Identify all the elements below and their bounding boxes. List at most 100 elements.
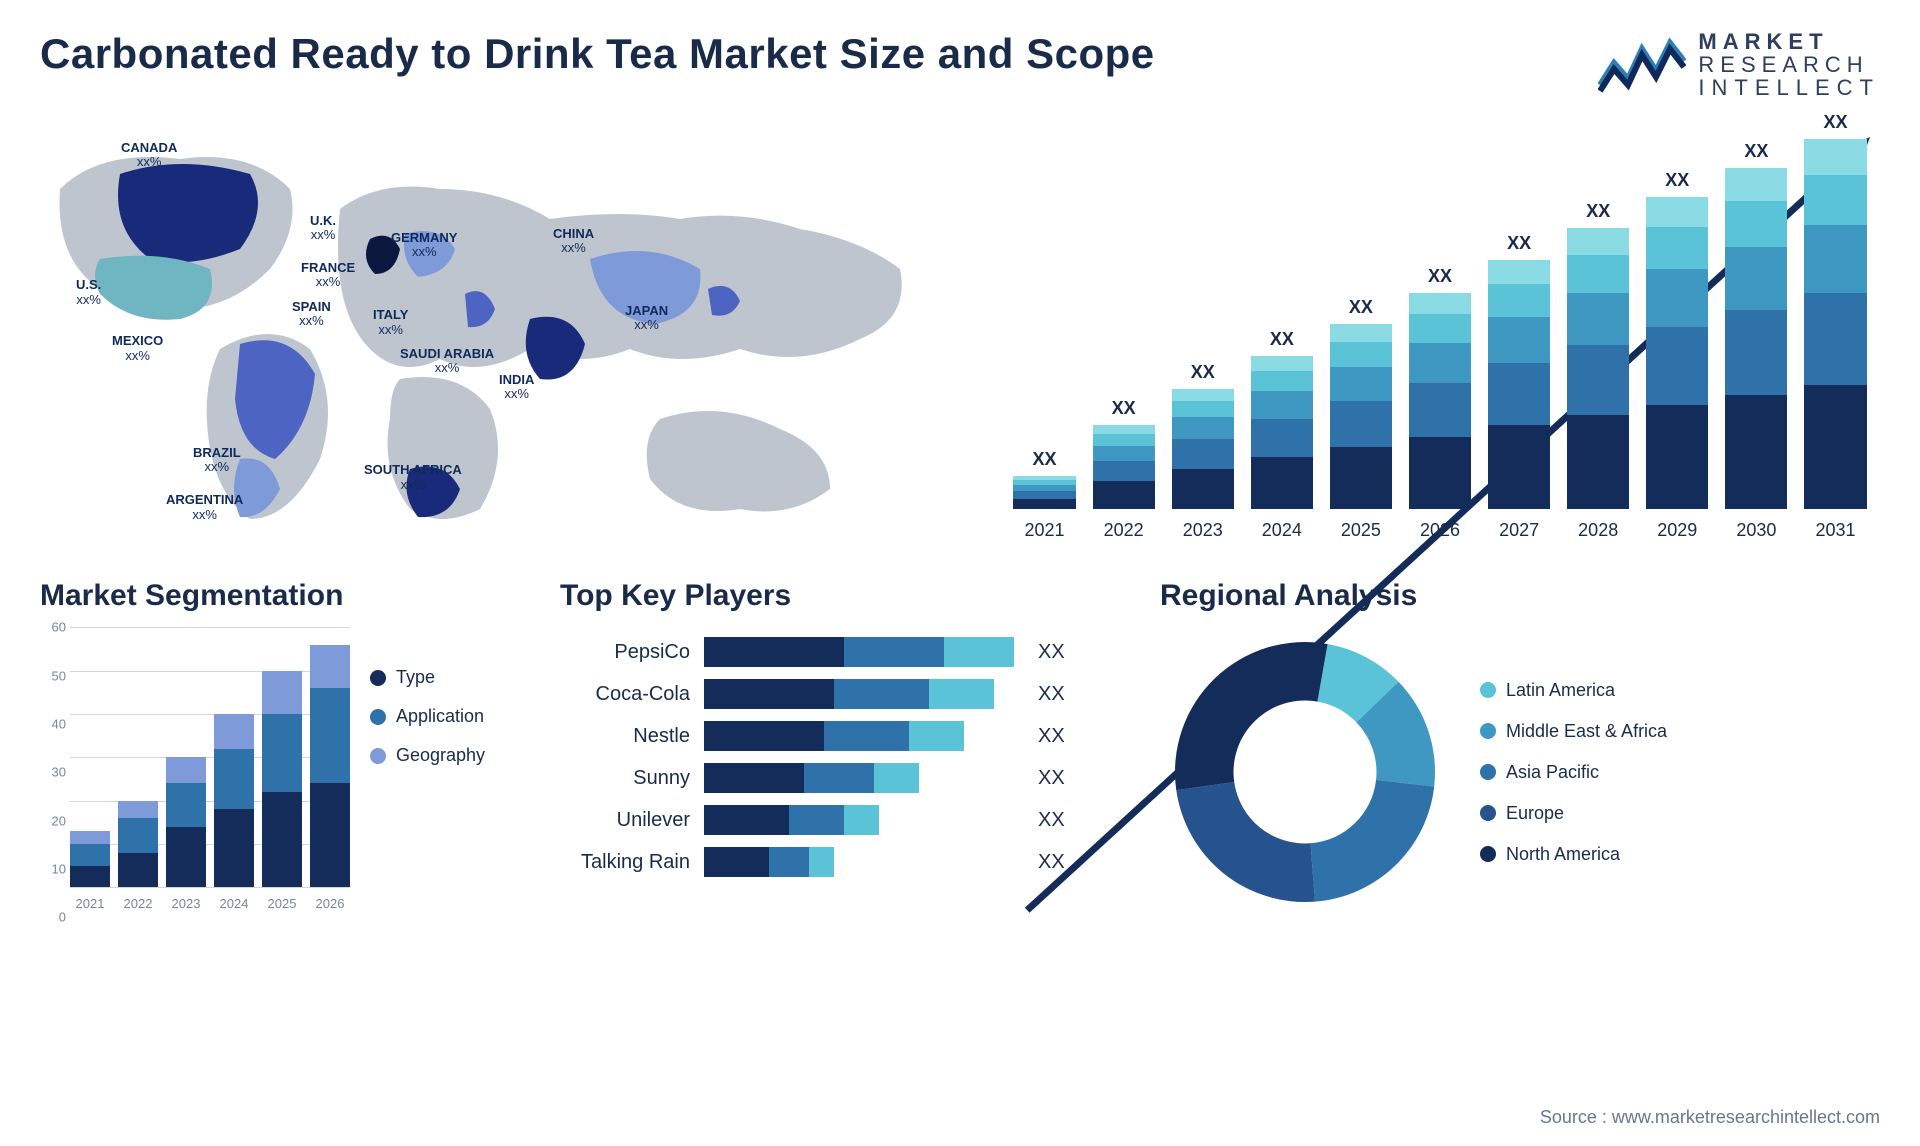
player-name: Unilever — [560, 809, 690, 832]
forecast-value-label: XX — [1586, 201, 1610, 222]
segmentation-bar — [310, 627, 350, 887]
segmentation-year-label: 2026 — [310, 896, 350, 911]
forecast-bar: XX — [1801, 149, 1870, 509]
forecast-bar: XX — [1168, 149, 1237, 509]
map-country-label: U.K.xx% — [310, 214, 336, 243]
forecast-chart: XXXXXXXXXXXXXXXXXXXXXX 20212022202320242… — [980, 119, 1880, 549]
forecast-bar: XX — [1405, 149, 1474, 509]
legend-item: Application — [370, 706, 485, 727]
players-title: Top Key Players — [560, 579, 1120, 613]
map-country-label: CHINAxx% — [553, 227, 594, 256]
world-map-panel: CANADAxx% U.S.xx% MEXICOxx% BRAZILxx% ARGENT… — [40, 119, 940, 549]
segmentation-chart: 202120222023202420252026 0102030405060 — [40, 627, 350, 917]
player-value-label: XX — [1038, 725, 1065, 748]
segmentation-title: Market Segmentation — [40, 579, 520, 613]
player-value-label: XX — [1038, 641, 1065, 664]
forecast-value-label: XX — [1033, 449, 1057, 470]
legend-item: Europe — [1480, 803, 1667, 824]
segmentation-panel: Market Segmentation 20212022202320242025… — [40, 579, 520, 939]
segmentation-bar — [262, 627, 302, 887]
page-title: Carbonated Ready to Drink Tea Market Siz… — [40, 30, 1155, 78]
segmentation-year-label: 2023 — [166, 896, 206, 911]
segmentation-year-label: 2022 — [118, 896, 158, 911]
player-bar — [704, 847, 1024, 877]
map-country-label: SPAINxx% — [292, 300, 331, 329]
forecast-bar: XX — [1722, 149, 1791, 509]
forecast-year-label: 2025 — [1326, 520, 1395, 541]
regional-donut-chart — [1160, 627, 1450, 917]
map-country-label: FRANCExx% — [301, 261, 355, 290]
map-country-label: MEXICOxx% — [112, 334, 163, 363]
players-chart: PepsiCo XX Coca-Cola XX Nestle XX Sunny XX Unile… — [560, 627, 1120, 877]
map-country-label: U.S.xx% — [76, 278, 101, 307]
player-bar — [704, 637, 1024, 667]
header: Carbonated Ready to Drink Tea Market Siz… — [40, 30, 1880, 99]
player-name: Coca-Cola — [560, 683, 690, 706]
forecast-year-label: 2021 — [1010, 520, 1079, 541]
map-country-label: BRAZILxx% — [193, 446, 241, 475]
forecast-value-label: XX — [1823, 112, 1847, 133]
segmentation-bar — [166, 627, 206, 887]
player-value-label: XX — [1038, 767, 1065, 790]
forecast-bar: XX — [1564, 149, 1633, 509]
player-name: Nestle — [560, 725, 690, 748]
player-bar — [704, 763, 1024, 793]
players-panel: Top Key Players PepsiCoXXCoca-ColaXXNest… — [560, 579, 1120, 939]
legend-item: Type — [370, 667, 485, 688]
player-bar — [704, 721, 1024, 751]
forecast-value-label: XX — [1270, 329, 1294, 350]
regional-title: Regional Analysis — [1160, 579, 1880, 613]
player-name: Sunny — [560, 767, 690, 790]
player-row: Sunny XX — [560, 763, 1120, 793]
map-country-label: JAPANxx% — [625, 304, 668, 333]
donut-slice — [1175, 642, 1328, 790]
legend-item: Geography — [370, 745, 485, 766]
logo-text: MARKET RESEARCH INTELLECT — [1698, 30, 1880, 99]
forecast-value-label: XX — [1349, 297, 1373, 318]
player-value-label: XX — [1038, 683, 1065, 706]
segmentation-bar — [118, 627, 158, 887]
world-map-icon — [40, 119, 940, 549]
player-name: Talking Rain — [560, 851, 690, 874]
player-bar — [704, 679, 1024, 709]
forecast-year-label: 2024 — [1247, 520, 1316, 541]
forecast-bar: XX — [1326, 149, 1395, 509]
forecast-year-label: 2030 — [1722, 520, 1791, 541]
forecast-bar: XX — [1010, 149, 1079, 509]
segmentation-legend: Type Application Geography — [370, 627, 485, 917]
logo-mark-icon — [1598, 35, 1686, 95]
player-name: PepsiCo — [560, 641, 690, 664]
segmentation-year-label: 2021 — [70, 896, 110, 911]
forecast-bar: XX — [1643, 149, 1712, 509]
map-country-label: SAUDI ARABIAxx% — [400, 347, 494, 376]
forecast-year-label: 2022 — [1089, 520, 1158, 541]
player-row: Coca-Cola XX — [560, 679, 1120, 709]
forecast-year-label: 2027 — [1485, 520, 1554, 541]
segmentation-year-label: 2024 — [214, 896, 254, 911]
legend-item: North America — [1480, 844, 1667, 865]
forecast-year-label: 2028 — [1564, 520, 1633, 541]
forecast-value-label: XX — [1428, 266, 1452, 287]
player-bar — [704, 805, 1024, 835]
forecast-year-label: 2026 — [1405, 520, 1474, 541]
player-row: Talking RainXX — [560, 847, 1120, 877]
forecast-bar: XX — [1485, 149, 1554, 509]
forecast-value-label: XX — [1744, 141, 1768, 162]
map-country-label: ARGENTINAxx% — [166, 493, 243, 522]
player-row: PepsiCo XX — [560, 637, 1120, 667]
forecast-bar: XX — [1247, 149, 1316, 509]
regional-legend: Latin AmericaMiddle East & AfricaAsia Pa… — [1480, 680, 1667, 865]
brand-logo: MARKET RESEARCH INTELLECT — [1598, 30, 1880, 99]
map-country-label: SOUTH AFRICAxx% — [364, 463, 462, 492]
segmentation-bar — [70, 627, 110, 887]
segmentation-bar — [214, 627, 254, 887]
map-country-label: CANADAxx% — [121, 141, 177, 170]
forecast-year-label: 2029 — [1643, 520, 1712, 541]
map-country-label: GERMANYxx% — [391, 231, 457, 260]
player-row: Nestle XX — [560, 721, 1120, 751]
forecast-value-label: XX — [1507, 233, 1531, 254]
forecast-value-label: XX — [1665, 170, 1689, 191]
forecast-year-label: 2023 — [1168, 520, 1237, 541]
forecast-bar: XX — [1089, 149, 1158, 509]
legend-item: Middle East & Africa — [1480, 721, 1667, 742]
